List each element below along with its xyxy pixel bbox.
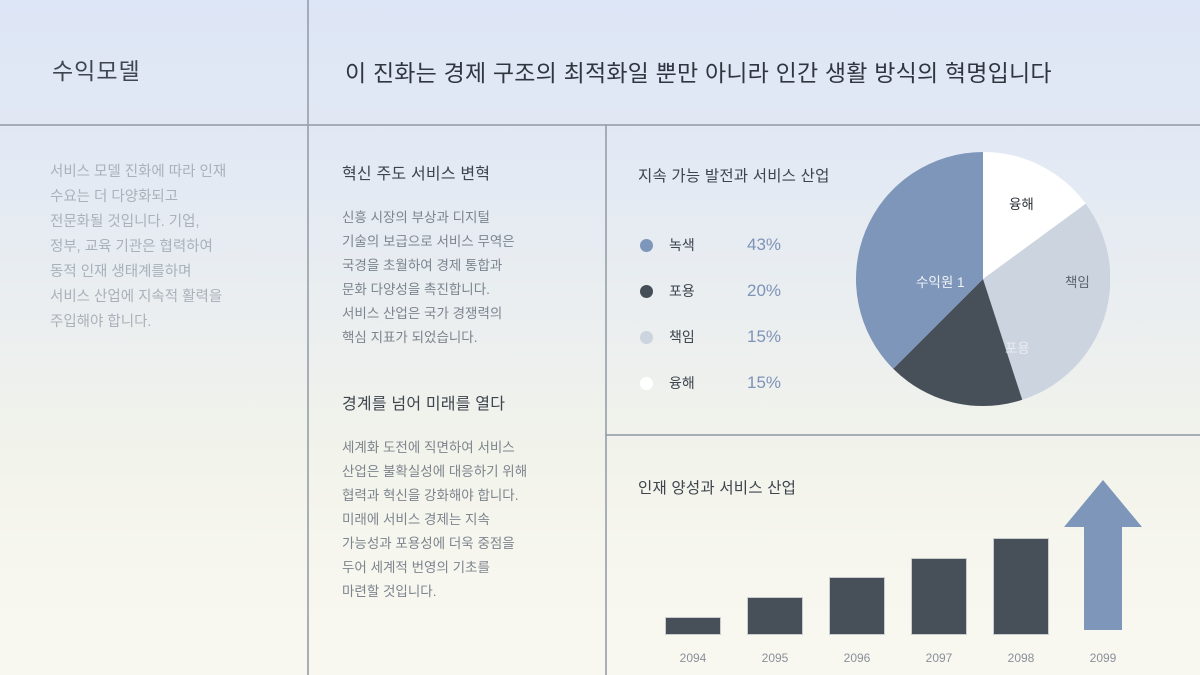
bar-2095	[747, 597, 803, 635]
bar-chart-title: 인재 양성과 서비스 산업	[638, 480, 797, 497]
legend-label: 융해	[669, 375, 695, 391]
bar-2098	[993, 538, 1049, 635]
legend-value: 15%	[747, 373, 782, 392]
bar-column: 2096	[829, 577, 885, 665]
pie-slice-yunghae	[983, 152, 1086, 279]
divider-header	[0, 124, 1200, 126]
legend-label: 포용	[669, 283, 695, 299]
legend-swatch-icon	[640, 238, 653, 252]
bar-column: 2097	[911, 558, 967, 665]
legend-swatch-icon	[640, 284, 653, 298]
bar-column-highlight: 2099	[1064, 480, 1142, 665]
pie-slice-label-poyong: 포용	[1005, 341, 1030, 356]
slide-headline: 이 진화는 경제 구조의 최적화일 뿐만 아니라 인간 생활 방식의 혁명입니다	[345, 60, 1052, 86]
legend-label: 녹색	[669, 237, 695, 253]
divider-left-column	[307, 0, 309, 675]
up-arrow-icon	[1064, 480, 1142, 630]
pie-slice-label-chaegim: 책임	[1065, 275, 1090, 290]
legend-value: 15%	[747, 327, 782, 346]
legend-value: 43%	[747, 235, 782, 254]
content-block-2-heading: 경계를 넘어 미래를 열다	[342, 396, 506, 413]
pie-chart	[856, 152, 1110, 406]
pie-chart-svg	[856, 152, 1110, 406]
legend-value: 20%	[747, 281, 782, 300]
pie-chart-title: 지속 가능 발전과 서비스 산업	[638, 168, 830, 185]
legend-swatch-icon	[640, 330, 653, 344]
legend-item: 포용 20%	[640, 268, 781, 314]
bar-column: 2094	[665, 617, 721, 665]
content-block-1-body: 신흥 시장의 부상과 디지털 기술의 보급으로 서비스 무역은 국경을 초월하여…	[342, 210, 515, 345]
bar-2096	[829, 577, 885, 635]
legend-item: 융해 15%	[640, 360, 781, 406]
bar-2094	[665, 617, 721, 635]
pie-slice-chaegim	[983, 203, 1110, 400]
pie-chart-legend: 녹색 43% 포용 20% 책임 15% 융해 15%	[640, 222, 781, 406]
legend-swatch-icon	[640, 376, 653, 390]
content-block-2: 경계를 넘어 미래를 열다 세계화 도전에 직면하여 서비스 산업은 불확실성에…	[342, 390, 592, 604]
pie-slice-poyong-b	[893, 279, 983, 406]
legend-label: 책임	[669, 329, 695, 345]
lead-paragraph: 서비스 모델 진화에 따라 인재 수요는 더 다양화되고 전문화될 것입니다. …	[50, 164, 227, 330]
bar-chart: 2094 2095 2096 2097 2098 2099	[605, 435, 1200, 675]
bar-column: 2098	[993, 538, 1049, 665]
divider-right-panels	[605, 434, 1200, 436]
bar-label: 2096	[843, 651, 871, 665]
pie-slice-label-suikwon: 수익원 1	[916, 275, 965, 290]
bar-label: 2095	[761, 651, 789, 665]
content-block-2-body: 세계화 도전에 직면하여 서비스 산업은 불확실성에 대응하기 위해 협력과 혁…	[342, 440, 528, 599]
legend-item: 녹색 43%	[640, 222, 781, 268]
pie-slice-noksaek	[856, 152, 983, 369]
bar-column: 2095	[747, 597, 803, 665]
pie-slice-label-yunghae: 융해	[1009, 197, 1034, 212]
content-block-1-heading: 혁신 주도 서비스 변혁	[342, 166, 491, 183]
bar-2097	[911, 558, 967, 635]
slide-kicker: 수익모델	[52, 58, 141, 84]
divider-mid-column	[605, 124, 607, 675]
bar-label: 2098	[1007, 651, 1035, 665]
bar-label: 2099	[1089, 651, 1117, 665]
bar-label: 2094	[679, 651, 707, 665]
content-block-1: 혁신 주도 서비스 변혁 신흥 시장의 부상과 디지털 기술의 보급으로 서비스…	[342, 160, 592, 350]
pie-slice-poyong	[983, 279, 1023, 406]
bar-label: 2097	[925, 651, 953, 665]
legend-item: 책임 15%	[640, 314, 781, 360]
